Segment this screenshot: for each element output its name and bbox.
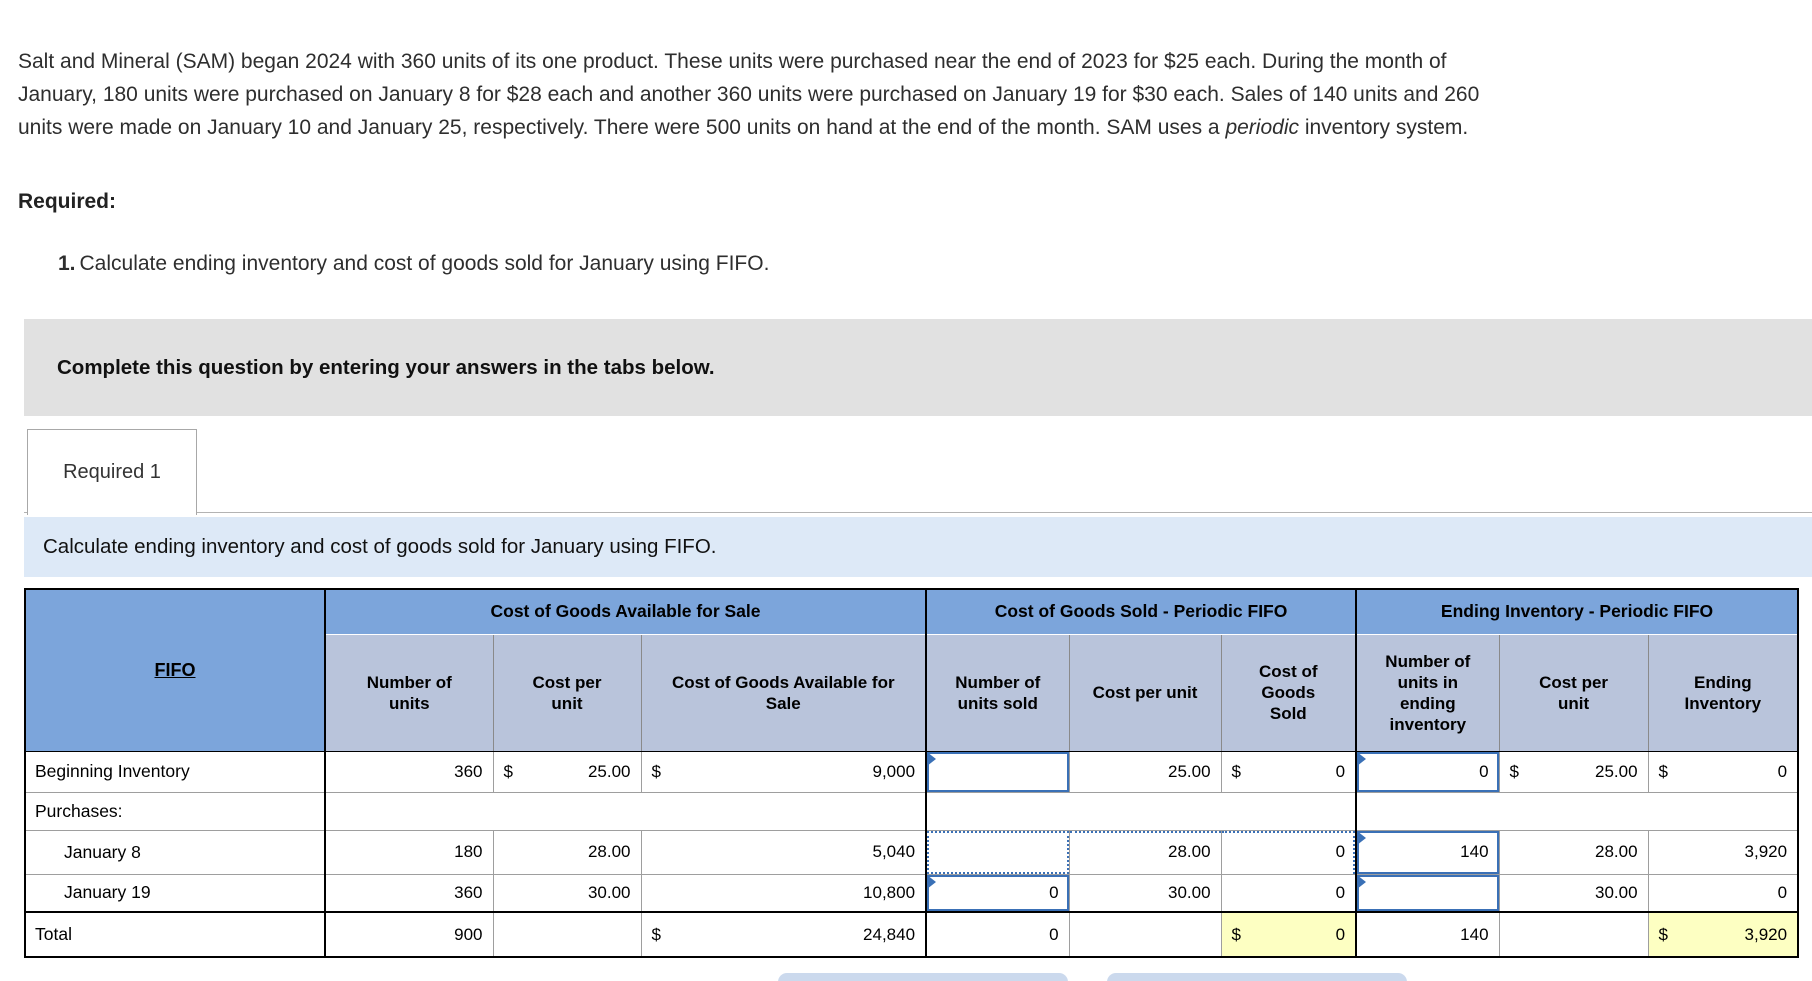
answer-flag-icon xyxy=(928,752,937,766)
january-19-cogas: 10,800 xyxy=(640,873,927,913)
january-19-units-sold-input[interactable]: 0 xyxy=(925,873,1070,913)
fifo-table: FIFO Cost of Goods Available for Sale Co… xyxy=(24,588,1800,958)
answer-flag-icon xyxy=(1358,831,1367,845)
col-header-cost-per-unit: Cost per unit xyxy=(492,633,642,752)
col-header-cogs-cost-per-unit: Cost per unit xyxy=(1068,633,1222,752)
purchases-empty-cell xyxy=(1355,791,1500,831)
next-button-fragment[interactable] xyxy=(1107,973,1407,981)
row-label-january-19: January 19 xyxy=(24,873,326,913)
beginning-inventory-cost-per-unit: $25.00 xyxy=(492,750,642,793)
instruction-banner-text: Complete this question by entering your … xyxy=(57,355,715,379)
question-instruction-bar: Calculate ending inventory and cost of g… xyxy=(24,517,1812,577)
purchases-empty-cell xyxy=(925,791,1070,831)
col-header-ending-units: Number of units in ending inventory xyxy=(1355,633,1500,752)
col-header-cogas: Cost of Goods Available for Sale xyxy=(640,633,927,752)
row-label-january-8: January 8 xyxy=(24,829,326,875)
january-19-cogs-cost-per-unit: 30.00 xyxy=(1068,873,1222,913)
january-8-cogs-cost-per-unit: 28.00 xyxy=(1068,829,1222,875)
total-cogs: $0 xyxy=(1220,911,1357,958)
beginning-inventory-cogas: $9,000 xyxy=(640,750,927,793)
january-19-ending-inventory: 0 xyxy=(1647,873,1799,913)
beginning-inventory-cogs: $0 xyxy=(1220,750,1357,793)
col-header-ending-cost-per-unit: Cost per unit xyxy=(1498,633,1649,752)
answer-flag-icon xyxy=(928,875,937,889)
answer-cell-outline xyxy=(928,752,1068,791)
january-19-cost-per-unit: 30.00 xyxy=(492,873,642,913)
row-label-beginning-inventory: Beginning Inventory xyxy=(24,750,326,793)
purchases-empty-cell xyxy=(1648,791,1799,831)
january-8-ending-cost-per-unit: 28.00 xyxy=(1498,829,1649,875)
problem-text-part1: Salt and Mineral (SAM) began 2024 with 3… xyxy=(18,50,1480,139)
col-header-ending-inventory: Ending Inventory xyxy=(1647,633,1799,752)
answer-cell-outline xyxy=(1358,875,1498,911)
purchases-empty-cell xyxy=(493,791,641,831)
purchases-empty-cell xyxy=(641,791,927,831)
total-ending-units: 140 xyxy=(1355,911,1500,958)
row-label-total: Total xyxy=(24,911,326,958)
total-ending-inventory: $3,920 xyxy=(1647,911,1799,958)
answer-flag-icon xyxy=(1358,875,1367,889)
prev-button-fragment[interactable] xyxy=(778,973,1068,981)
january-8-units: 180 xyxy=(324,829,494,875)
beginning-inventory-ending-units-input[interactable]: 0 xyxy=(1355,750,1500,793)
col-header-number-of-units: Number of units xyxy=(324,633,494,752)
problem-italic-word: periodic xyxy=(1225,116,1299,139)
total-cogas: $24,840 xyxy=(640,911,927,958)
section-header-available: Cost of Goods Available for Sale xyxy=(323,588,927,635)
active-cell-marquee xyxy=(928,831,1069,873)
question-instruction-text: Calculate ending inventory and cost of g… xyxy=(43,535,717,558)
col-header-units-sold: Number of units sold xyxy=(925,633,1070,752)
col-header-cogs-total: Cost of Goods Sold xyxy=(1220,633,1357,752)
january-19-units: 360 xyxy=(324,873,494,913)
january-19-ending-units-input[interactable] xyxy=(1355,873,1500,913)
total-ending-cost-per-unit xyxy=(1498,911,1649,958)
tab-required-1[interactable]: Required 1 xyxy=(27,429,197,515)
tab-strip-divider xyxy=(24,512,1812,513)
january-8-cogas: 5,040 xyxy=(640,829,927,875)
total-cost-per-unit xyxy=(492,911,642,958)
january-8-cogs: 0 xyxy=(1220,829,1357,875)
purchases-empty-cell xyxy=(324,791,493,831)
row-label-purchases: Purchases: xyxy=(24,791,326,831)
problem-text-part2: inventory system. xyxy=(1299,116,1469,139)
total-units: 900 xyxy=(324,911,494,958)
beginning-inventory-units: 360 xyxy=(324,750,494,793)
total-units-sold: 0 xyxy=(925,911,1070,958)
required-item-1: 1. Calculate ending inventory and cost of… xyxy=(58,252,769,276)
january-8-ending-units-input[interactable]: 140 xyxy=(1355,829,1500,875)
purchases-empty-cell xyxy=(1221,791,1357,831)
instruction-banner: Complete this question by entering your … xyxy=(24,319,1812,416)
total-cogs-cost-per-unit xyxy=(1068,911,1222,958)
purchases-empty-cell xyxy=(1499,791,1649,831)
section-header-cogs: Cost of Goods Sold - Periodic FIFO xyxy=(925,588,1357,635)
beginning-inventory-units-sold-input[interactable] xyxy=(925,750,1070,793)
section-header-ending: Ending Inventory - Periodic FIFO xyxy=(1355,588,1799,635)
beginning-inventory-ending-cost-per-unit: $25.00 xyxy=(1498,750,1649,793)
required-item-number: 1. xyxy=(58,252,76,275)
problem-text: Salt and Mineral (SAM) began 2024 with 3… xyxy=(18,45,1518,144)
purchases-empty-cell xyxy=(1069,791,1222,831)
required-item-text: Calculate ending inventory and cost of g… xyxy=(79,252,770,275)
required-heading: Required: xyxy=(18,190,117,213)
january-19-ending-cost-per-unit: 30.00 xyxy=(1498,873,1649,913)
answer-flag-icon xyxy=(1358,752,1367,766)
fifo-method-header: FIFO xyxy=(24,588,326,752)
january-8-units-sold-input[interactable] xyxy=(925,829,1070,875)
beginning-inventory-ending-inventory: $0 xyxy=(1647,750,1799,793)
january-8-ending-inventory: 3,920 xyxy=(1647,829,1799,875)
january-19-cogs: 0 xyxy=(1220,873,1357,913)
january-8-cost-per-unit: 28.00 xyxy=(492,829,642,875)
beginning-inventory-cogs-cost-per-unit: 25.00 xyxy=(1068,750,1222,793)
